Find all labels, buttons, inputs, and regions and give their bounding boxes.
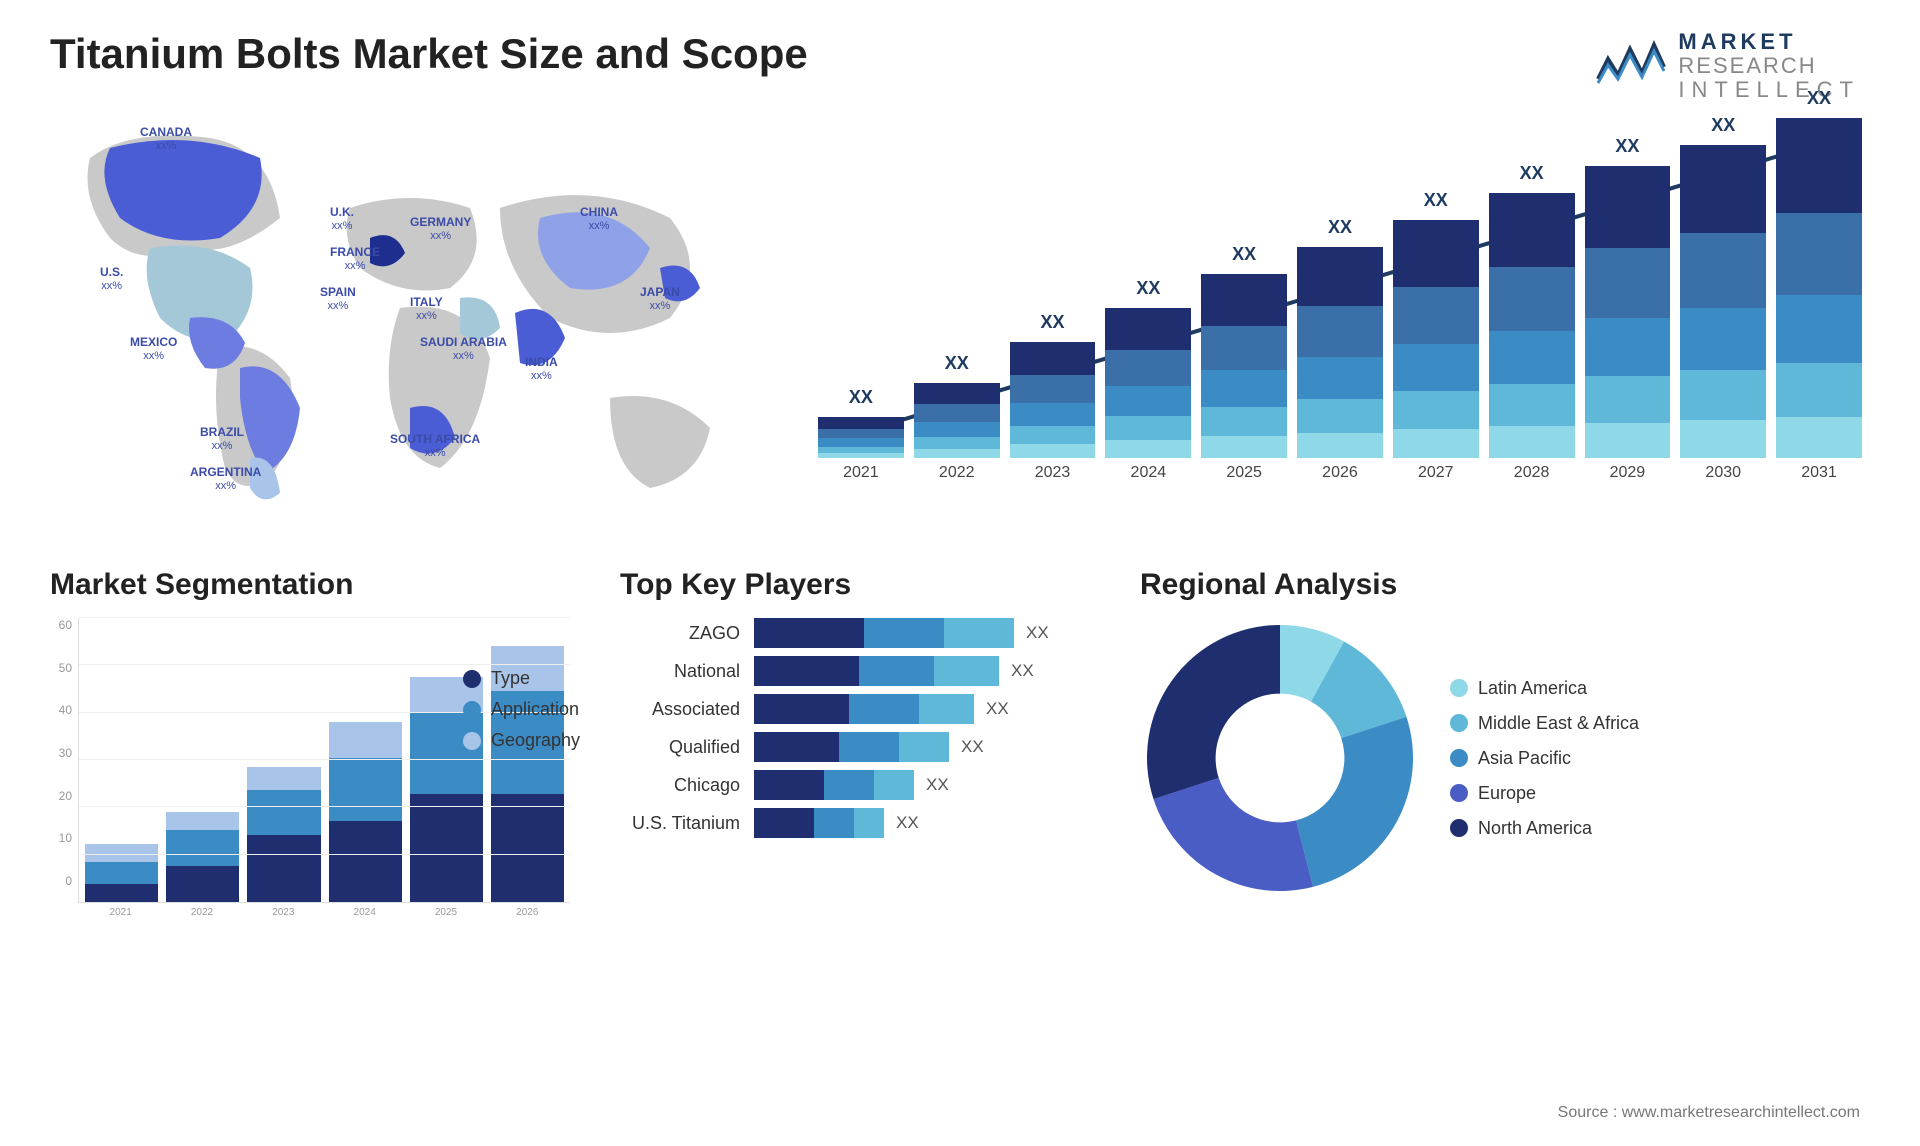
forecast-bar: XX: [1201, 274, 1287, 458]
map-label: SAUDI ARABIAxx%: [420, 336, 507, 362]
forecast-year: 2025: [1201, 464, 1287, 482]
source-credit: Source : www.marketresearchintellect.com: [1558, 1104, 1860, 1122]
forecast-bar: XX: [1776, 118, 1862, 458]
legend-item: Europe: [1450, 783, 1639, 804]
map-label: U.K.xx%: [330, 206, 354, 232]
map-label: JAPANxx%: [640, 286, 680, 312]
map-label: GERMANYxx%: [410, 216, 471, 242]
forecast-bar: XX: [1297, 247, 1383, 458]
map-label: INDIAxx%: [525, 356, 558, 382]
map-label: SPAINxx%: [320, 286, 356, 312]
player-row: ChicagoXX: [620, 770, 1090, 800]
regional-title: Regional Analysis: [1140, 568, 1870, 602]
map-label: SOUTH AFRICAxx%: [390, 433, 480, 459]
donut-slice: [1154, 778, 1314, 891]
map-label: MEXICOxx%: [130, 336, 177, 362]
forecast-year: 2021: [818, 464, 904, 482]
forecast-bar: XX: [1489, 193, 1575, 458]
forecast-year: 2028: [1489, 464, 1575, 482]
donut-chart: [1140, 618, 1420, 898]
seg-bar: [166, 812, 239, 902]
player-row: AssociatedXX: [620, 694, 1090, 724]
forecast-year: 2023: [1010, 464, 1096, 482]
map-label: U.S.xx%: [100, 266, 123, 292]
forecast-bar: XX: [1585, 166, 1671, 458]
map-label: BRAZILxx%: [200, 426, 244, 452]
logo-wave-icon: [1596, 39, 1666, 94]
donut-slice: [1147, 625, 1280, 799]
player-row: QualifiedXX: [620, 732, 1090, 762]
forecast-year: 2024: [1105, 464, 1191, 482]
player-row: NationalXX: [620, 656, 1090, 686]
map-label: CANADAxx%: [140, 126, 192, 152]
forecast-year: 2031: [1776, 464, 1862, 482]
seg-bar: [247, 767, 320, 902]
forecast-year: 2027: [1393, 464, 1479, 482]
legend-item: Latin America: [1450, 678, 1639, 699]
seg-bar: [85, 844, 158, 903]
legend-item: North America: [1450, 818, 1639, 839]
segmentation-title: Market Segmentation: [50, 568, 570, 602]
segmentation-panel: Market Segmentation 0102030405060 202120…: [50, 568, 570, 938]
forecast-bar: XX: [818, 417, 904, 458]
legend-item: Middle East & Africa: [1450, 713, 1639, 734]
forecast-year: 2030: [1680, 464, 1766, 482]
map-label: ITALYxx%: [410, 296, 443, 322]
players-panel: Top Key Players ZAGOXX NationalXX Associat…: [620, 568, 1090, 938]
forecast-year: 2022: [914, 464, 1000, 482]
legend-item: Type: [463, 668, 580, 689]
donut-slice: [1296, 717, 1413, 887]
players-title: Top Key Players: [620, 568, 1090, 602]
regional-panel: Regional Analysis Latin America Middle Ea…: [1140, 568, 1870, 938]
forecast-bar: XX: [1010, 342, 1096, 458]
world-map: CANADAxx% U.S.xx% MEXICOxx% BRAZILxx% ARGENT…: [50, 98, 770, 518]
map-label: CHINAxx%: [580, 206, 618, 232]
forecast-bar: XX: [1105, 308, 1191, 458]
forecast-chart: XXXXXXXXXXXXXXXXXXXXXX 20212022202320242…: [810, 98, 1870, 518]
forecast-year: 2029: [1585, 464, 1671, 482]
forecast-bar: XX: [914, 383, 1000, 458]
forecast-bar: XX: [1393, 220, 1479, 458]
legend-item: Application: [463, 699, 580, 720]
map-label: FRANCExx%: [330, 246, 380, 272]
map-label: ARGENTINAxx%: [190, 466, 261, 492]
legend-item: Asia Pacific: [1450, 748, 1639, 769]
player-row: U.S. TitaniumXX: [620, 808, 1090, 838]
forecast-bar: XX: [1680, 145, 1766, 458]
seg-bar: [329, 722, 402, 902]
legend-item: Geography: [463, 730, 580, 751]
forecast-year: 2026: [1297, 464, 1383, 482]
player-row: ZAGOXX: [620, 618, 1090, 648]
